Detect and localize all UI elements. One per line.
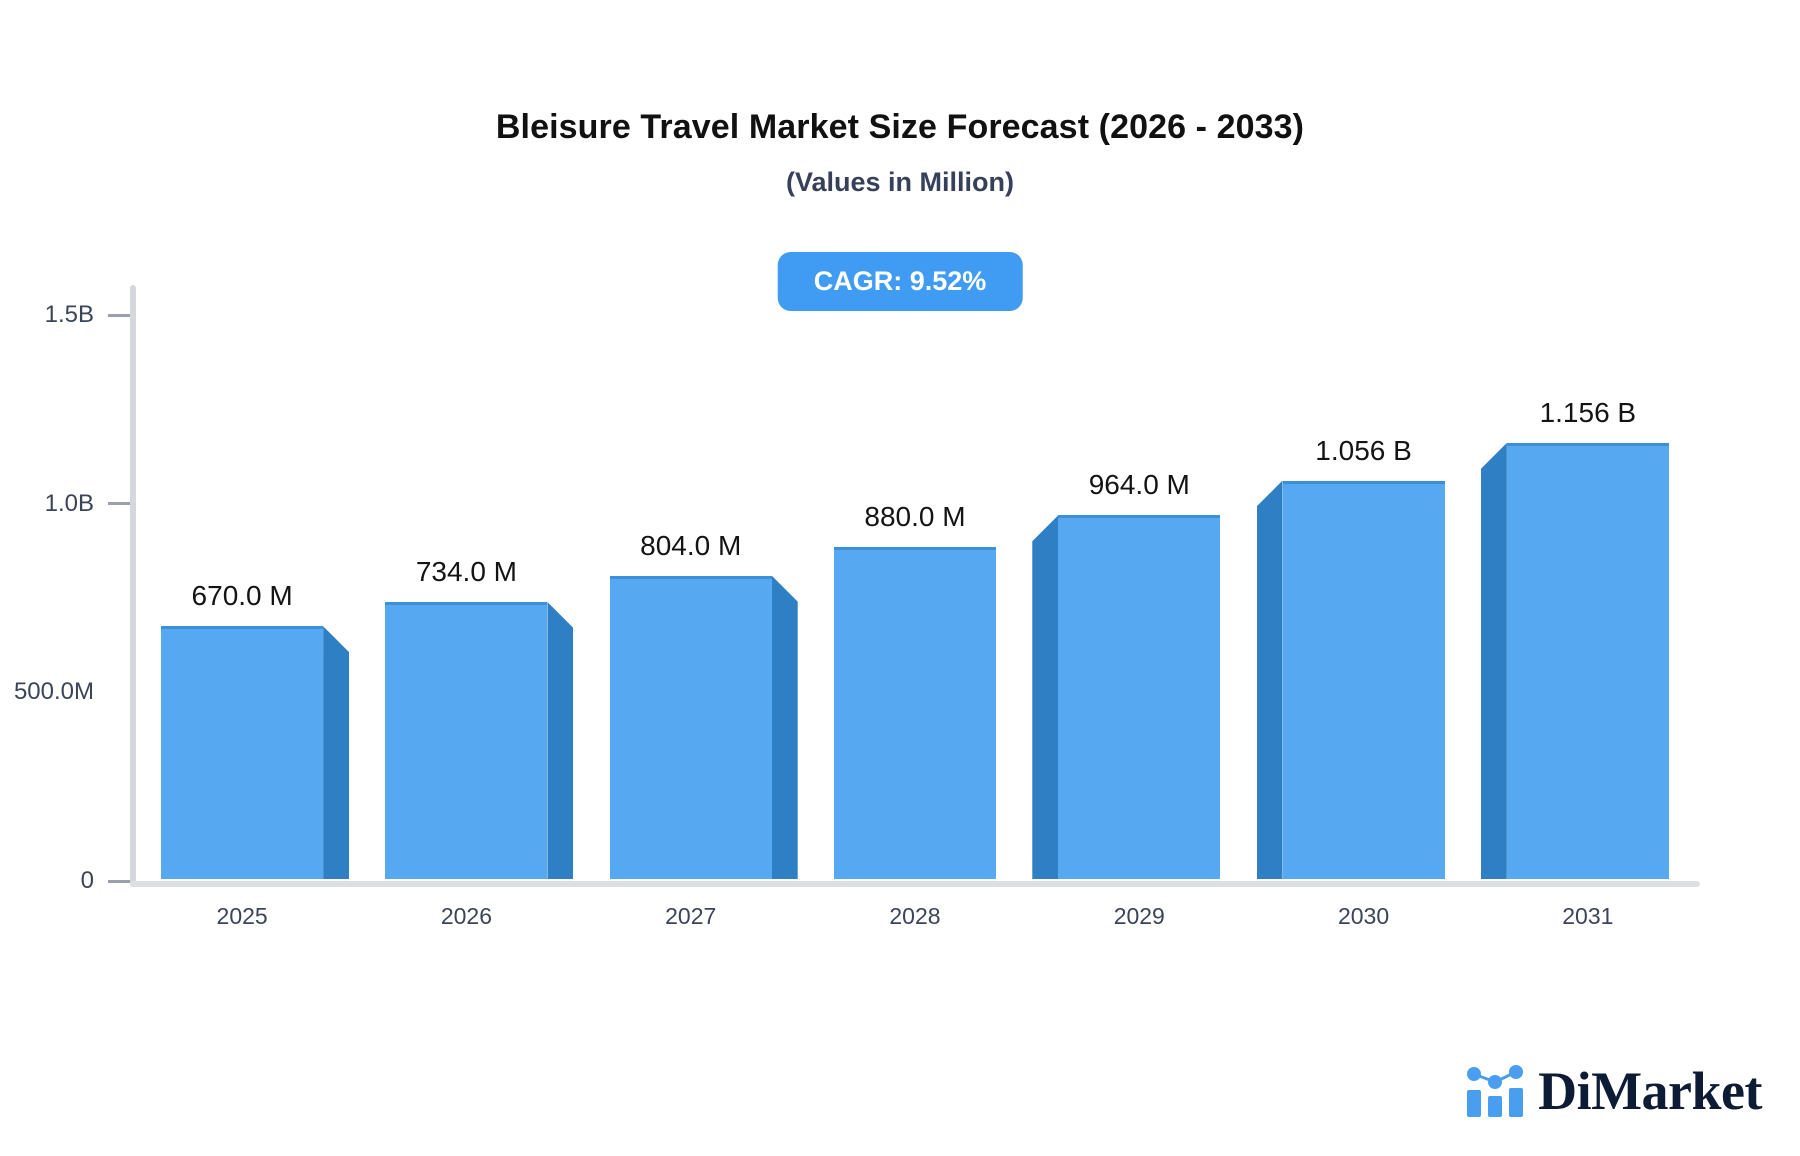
bar: 964.0 M — [1032, 471, 1221, 879]
bar-value-label: 880.0 M — [864, 500, 966, 532]
bar-side-face — [1032, 515, 1059, 879]
x-axis-label: 2026 — [440, 903, 492, 929]
bar-front-face — [609, 575, 772, 879]
y-axis-tick-mark — [108, 502, 130, 506]
bar: 1.056 B — [1256, 436, 1445, 879]
dimarket-logo: DiMarket — [1466, 1064, 1762, 1118]
y-axis-tick-mark — [108, 691, 130, 694]
bar: 880.0 M — [834, 502, 996, 879]
y-axis-tick-label: 0 — [80, 867, 94, 894]
bar-side-face — [323, 626, 350, 879]
plot-area: 1.5B 1.0B 500.0M 0 670.0 M 734.0 M 804.0 M 880… — [14, 285, 1700, 928]
bar-chart-logo-icon — [1467, 1065, 1524, 1117]
bar-side-face — [547, 602, 574, 879]
y-axis-tick-label: 1.0B — [44, 489, 94, 517]
bar: 670.0 M — [161, 582, 350, 879]
bar-value-label: 734.0 M — [415, 556, 518, 588]
y-axis-tick-label: 500.0M — [13, 678, 94, 706]
y-axis-line — [130, 285, 136, 885]
bar-value-label: 1.156 B — [1539, 396, 1637, 428]
bar-front-face — [385, 602, 548, 879]
cagr-badge: CAGR: 9.52% — [777, 252, 1023, 311]
bar-value-label: 964.0 M — [1088, 469, 1190, 501]
bar-value-label: 1.056 B — [1315, 434, 1412, 466]
bar: 804.0 M — [609, 531, 798, 879]
x-axis-label: 2027 — [665, 903, 717, 929]
page-title: Bleisure Travel Market Size Forecast (20… — [495, 108, 1305, 146]
bar-side-face — [1480, 442, 1507, 879]
y-axis-tick-label: 1.5B — [44, 301, 94, 328]
bar-front-face — [1058, 515, 1221, 879]
bar-front-face — [834, 546, 996, 879]
y-axis-tick-mark — [108, 313, 130, 317]
bar-value-label: 804.0 M — [640, 529, 742, 561]
bar: 734.0 M — [385, 558, 574, 879]
bar: 1.156 B — [1480, 398, 1669, 879]
x-axis-label: 2030 — [1337, 903, 1390, 929]
brand-name: DiMarket — [1538, 1061, 1762, 1121]
bar-front-face — [1506, 442, 1669, 879]
bar-side-face — [1256, 480, 1283, 879]
y-axis-tick-mark — [108, 879, 130, 883]
x-axis-label: 2028 — [889, 903, 941, 929]
bar-front-face — [1282, 480, 1445, 879]
chart-subtitle: (Values in Million) — [785, 167, 1015, 197]
x-axis-label: 2029 — [1113, 903, 1165, 929]
x-axis-baseline — [130, 881, 1700, 887]
bar-side-face — [771, 575, 798, 879]
bar-value-label: 670.0 M — [191, 580, 293, 612]
x-axis-label: 2031 — [1562, 903, 1614, 929]
x-axis-label: 2025 — [216, 903, 268, 929]
bar-front-face — [161, 626, 324, 879]
